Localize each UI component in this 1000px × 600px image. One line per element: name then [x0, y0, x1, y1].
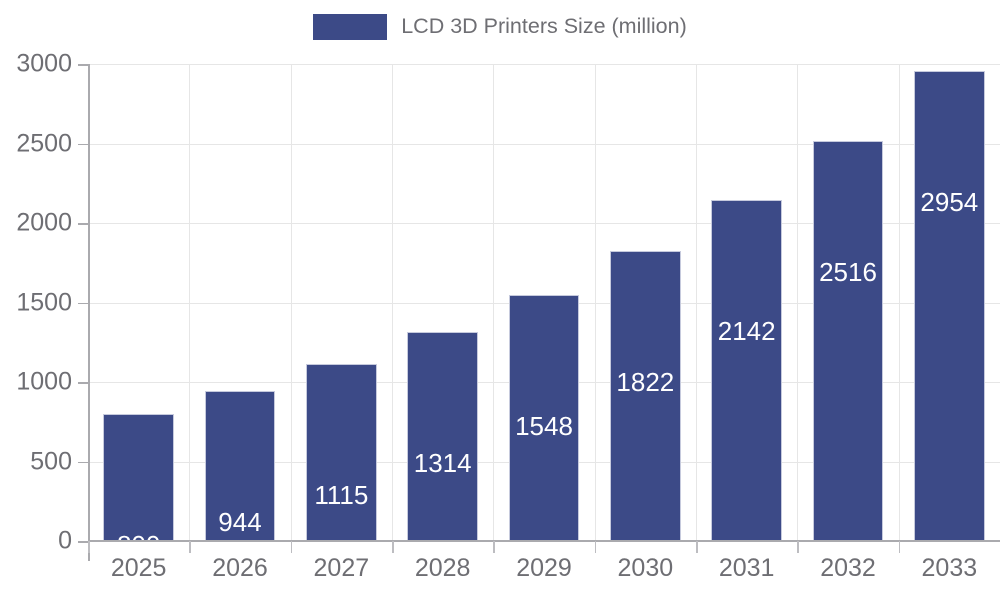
gridline-vertical — [493, 64, 495, 541]
gridline-vertical — [189, 64, 191, 541]
bar-value-label: 944 — [218, 506, 262, 537]
plot-area: 800 944 1115 1314 1548 1822 2142 2516 2954 — [88, 64, 1000, 558]
bar-value-label: 1314 — [413, 448, 472, 479]
x-axis-tick-mark — [290, 541, 293, 553]
y-axis-tick-mark — [78, 461, 88, 464]
x-axis-tick-label: 2029 — [516, 554, 572, 582]
x-axis-tick-mark — [493, 541, 495, 553]
x-axis-tick-label: 2025 — [110, 554, 167, 582]
bar-value-label: 1115 — [314, 479, 369, 510]
y-axis-tick-mark — [78, 143, 88, 146]
bar-value-label: 1548 — [515, 410, 573, 441]
x-axis-tick-label: 2033 — [921, 554, 978, 582]
chart-legend: LCD 3D Printers Size (million) — [0, 8, 1000, 46]
x-axis-tick-mark — [392, 541, 394, 553]
y-axis-tick-label: 1000 — [16, 367, 72, 396]
bar[interactable] — [204, 390, 276, 541]
x-axis-tick-label: 2027 — [313, 554, 370, 582]
gridline-horizontal — [88, 143, 1000, 145]
x-axis-tick-mark — [594, 541, 597, 553]
gridline-vertical — [594, 64, 596, 541]
gridline-vertical — [898, 64, 900, 541]
y-axis-line — [88, 64, 90, 561]
gridline-horizontal — [88, 64, 1000, 65]
gridline-vertical — [797, 64, 799, 541]
gridline-vertical — [392, 64, 393, 541]
bar[interactable] — [711, 200, 782, 541]
x-axis-tick-mark — [189, 541, 191, 553]
gridline-vertical — [696, 64, 697, 541]
bar[interactable] — [508, 294, 580, 541]
legend-label: LCD 3D Printers Size (million) — [401, 14, 687, 39]
bar-value-label: 2954 — [920, 187, 979, 218]
bar-value-label: 1822 — [616, 367, 675, 398]
x-axis-line — [88, 540, 1000, 542]
y-axis-tick-mark — [78, 223, 88, 225]
x-axis-tick-mark — [898, 541, 901, 553]
bar[interactable] — [103, 413, 174, 541]
bar-value-label: 2142 — [717, 316, 776, 347]
bar[interactable] — [812, 140, 884, 541]
x-axis-tick-label: 2028 — [414, 554, 471, 582]
y-axis-tick-label: 3000 — [16, 49, 72, 78]
x-axis-tick-label: 2026 — [212, 554, 268, 582]
y-axis-tick-mark — [78, 64, 88, 66]
y-axis-tick-mark — [78, 302, 88, 305]
gridline-vertical — [290, 64, 292, 541]
y-axis-tick-label: 2500 — [16, 129, 72, 157]
y-axis-tick-label: 500 — [30, 447, 72, 475]
x-axis-tick-mark — [696, 541, 698, 553]
y-axis-tick-label: 1500 — [16, 288, 72, 316]
x-axis-tick-label: 2031 — [718, 554, 775, 582]
x-axis-tick-label: 2032 — [820, 554, 876, 582]
bar[interactable] — [914, 71, 985, 541]
y-axis-tick-label: 0 — [58, 526, 72, 555]
x-axis-tick-label: 2030 — [617, 554, 674, 582]
y-axis-tick-label: 2000 — [16, 208, 72, 237]
bar-value-label: 2516 — [819, 256, 877, 287]
bar[interactable] — [306, 363, 377, 541]
bar-value-label: 800 — [116, 529, 161, 560]
bar[interactable] — [407, 332, 478, 541]
y-axis-tick-mark — [78, 382, 88, 384]
bar[interactable] — [610, 251, 681, 541]
x-axis-tick-mark — [88, 541, 90, 553]
gridline-horizontal — [88, 223, 1000, 224]
legend-color-swatch — [313, 14, 388, 40]
y-axis-tick-mark — [78, 541, 88, 543]
x-axis-tick-mark — [797, 541, 799, 553]
